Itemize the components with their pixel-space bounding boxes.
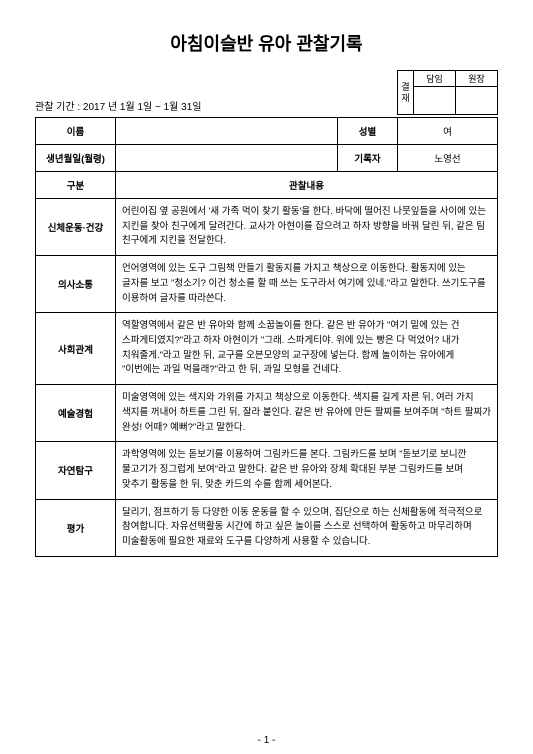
row-content: 과학영역에 있는 돋보기를 이용하여 그림카드를 본다. 그림카드를 보며 "돋… bbox=[116, 442, 498, 499]
birth-label: 생년월일(월령) bbox=[36, 145, 116, 172]
table-row: 평가 달리기, 점프하기 등 다양한 이동 운동을 할 수 있으며, 집단으로 … bbox=[36, 499, 498, 556]
birth-value bbox=[116, 145, 338, 172]
category-header: 구분 bbox=[36, 172, 116, 199]
document-title: 아침이슬반 유아 관찰기록 bbox=[35, 30, 498, 56]
table-row: 사회관계 역할영역에서 같은 반 유아와 함께 소꿉놀이를 한다. 같은 반 유… bbox=[36, 313, 498, 385]
row-content: 언어영역에 있는 도구 그림책 만들기 활동지를 가지고 책상으로 이동한다. … bbox=[116, 256, 498, 313]
row-content: 어린이집 옆 공원에서 '새 가족 먹이 찾기 활동'을 한다. 바닥에 떨어진… bbox=[116, 199, 498, 256]
row-label: 예술경험 bbox=[36, 385, 116, 442]
approval-sig-2 bbox=[456, 87, 498, 115]
approval-box: 결재 담임 원장 bbox=[397, 70, 498, 115]
row-content: 역할영역에서 같은 반 유아와 함께 소꿉놀이를 한다. 같은 반 유아가 "여… bbox=[116, 313, 498, 385]
recorder-label: 기록자 bbox=[338, 145, 398, 172]
table-row: 의사소통 언어영역에 있는 도구 그림책 만들기 활동지를 가지고 책상으로 이… bbox=[36, 256, 498, 313]
row-label: 자연탐구 bbox=[36, 442, 116, 499]
page-number: - 1 - bbox=[0, 735, 533, 746]
row-label: 평가 bbox=[36, 499, 116, 556]
row-label: 의사소통 bbox=[36, 256, 116, 313]
table-row: 신체운동·건강 어린이집 옆 공원에서 '새 가족 먹이 찾기 활동'을 한다.… bbox=[36, 199, 498, 256]
info-table: 이름 성별 여 생년월일(월령) 기록자 노영선 bbox=[35, 117, 498, 172]
approval-sig-1 bbox=[414, 87, 456, 115]
approval-head-2: 원장 bbox=[456, 71, 498, 87]
row-label: 사회관계 bbox=[36, 313, 116, 385]
approval-head-1: 담임 bbox=[414, 71, 456, 87]
row-label: 신체운동·건강 bbox=[36, 199, 116, 256]
gender-label: 성별 bbox=[338, 118, 398, 145]
observation-table: 구분 관찰내용 신체운동·건강 어린이집 옆 공원에서 '새 가족 먹이 찾기 … bbox=[35, 172, 498, 557]
row-content: 달리기, 점프하기 등 다양한 이동 운동을 할 수 있으며, 집단으로 하는 … bbox=[116, 499, 498, 556]
table-row: 예술경험 미술영역에 있는 색지와 가위를 가지고 책상으로 이동한다. 색지를… bbox=[36, 385, 498, 442]
recorder-value: 노영선 bbox=[398, 145, 498, 172]
gender-value: 여 bbox=[398, 118, 498, 145]
content-header: 관찰내용 bbox=[116, 172, 498, 199]
name-value bbox=[116, 118, 338, 145]
name-label: 이름 bbox=[36, 118, 116, 145]
row-content: 미술영역에 있는 색지와 가위를 가지고 책상으로 이동한다. 색지를 길게 자… bbox=[116, 385, 498, 442]
approval-label: 결재 bbox=[398, 71, 414, 115]
table-row: 자연탐구 과학영역에 있는 돋보기를 이용하여 그림카드를 본다. 그림카드를 … bbox=[36, 442, 498, 499]
